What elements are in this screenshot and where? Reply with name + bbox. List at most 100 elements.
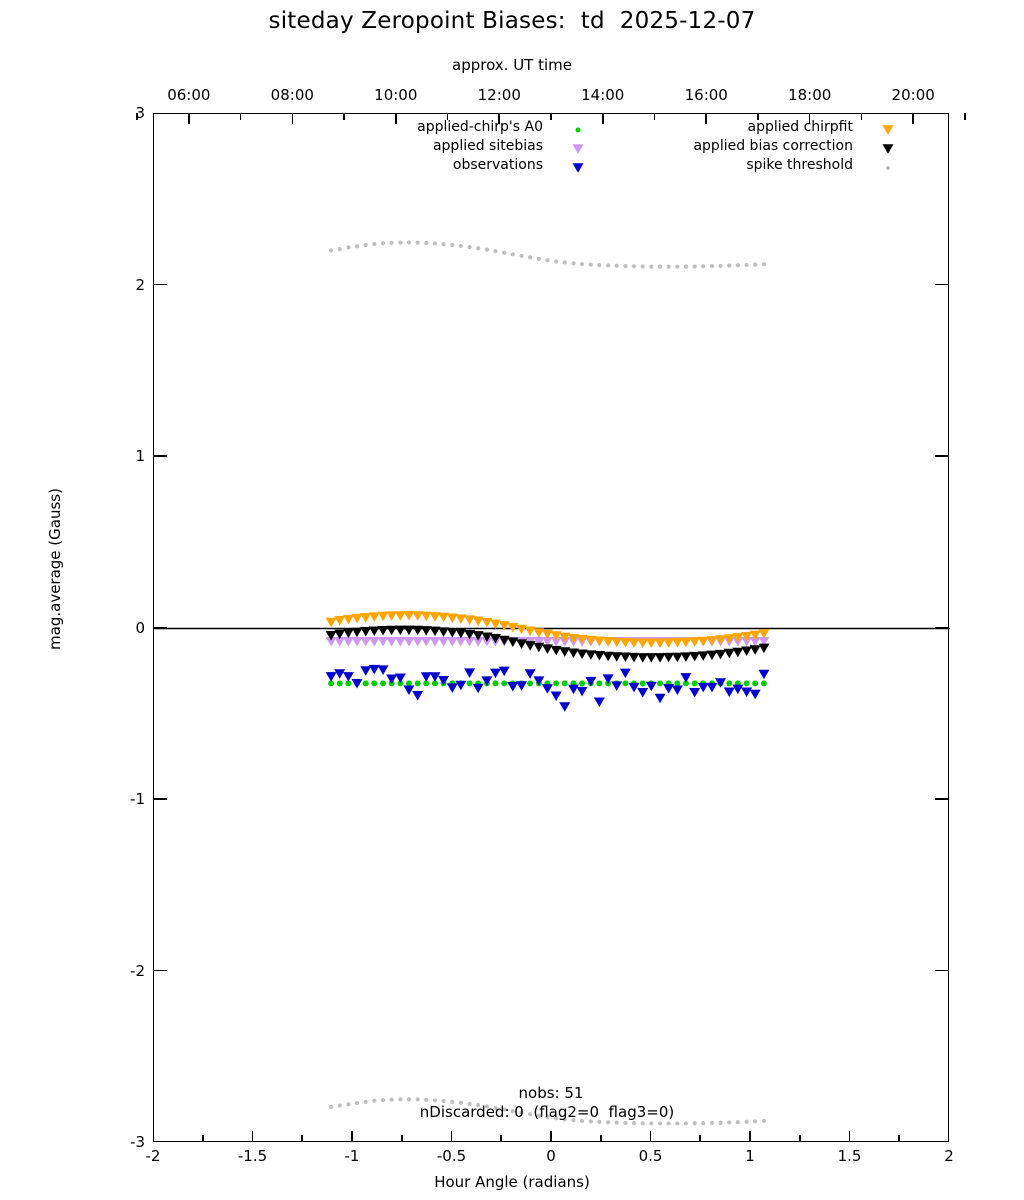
data-point bbox=[697, 636, 709, 647]
data-point bbox=[709, 1120, 715, 1126]
legend-item[interactable]: applied bias correction bbox=[553, 137, 913, 156]
y-tick-label: -3 bbox=[130, 1133, 145, 1151]
data-point bbox=[541, 636, 553, 647]
data-point bbox=[455, 636, 467, 647]
data-point bbox=[683, 1121, 689, 1126]
x-tick-label: 1 bbox=[745, 1147, 755, 1165]
x-tick-label: -1 bbox=[344, 1147, 360, 1165]
legend-item[interactable]: applied-chirp's A0 bbox=[243, 118, 603, 137]
chart-annotation: nDiscarded: 0 (flag2=0 flag3=0) bbox=[419, 1102, 675, 1121]
data-point bbox=[727, 1120, 732, 1125]
legend-item-marker bbox=[571, 140, 585, 154]
data-point bbox=[429, 636, 441, 647]
legend-item-label: applied sitebias bbox=[432, 138, 543, 154]
data-point bbox=[602, 674, 614, 684]
data-point bbox=[749, 636, 761, 647]
legend-item[interactable]: applied sitebias bbox=[243, 137, 603, 156]
y-axis-label: mag.average (Gauss) bbox=[46, 488, 64, 650]
data-point bbox=[606, 263, 611, 268]
data-point bbox=[351, 636, 363, 647]
legend-item[interactable]: observations bbox=[243, 156, 603, 175]
triangle-down-icon bbox=[572, 144, 584, 154]
data-point bbox=[446, 636, 458, 647]
data-point bbox=[674, 680, 681, 687]
legend-item-marker bbox=[881, 121, 895, 135]
data-point bbox=[398, 1097, 403, 1102]
data-point bbox=[524, 669, 536, 679]
plot-frame bbox=[153, 113, 950, 1142]
data-point bbox=[585, 676, 597, 687]
ut-tick-label: 20:00 bbox=[891, 86, 935, 104]
ut-tick-label: 06:00 bbox=[167, 86, 211, 104]
data-point bbox=[507, 622, 519, 633]
data-point bbox=[464, 668, 476, 678]
data-point bbox=[654, 653, 666, 663]
legend-item[interactable]: applied chirpfit bbox=[553, 118, 913, 137]
data-point bbox=[663, 638, 675, 648]
data-point bbox=[579, 261, 585, 267]
data-point bbox=[559, 702, 571, 712]
data-point bbox=[519, 253, 524, 258]
data-point bbox=[493, 1105, 498, 1111]
data-point bbox=[680, 673, 692, 683]
ut-tick-label: 16:00 bbox=[684, 86, 728, 104]
ut-tick-label: 14:00 bbox=[581, 86, 625, 104]
data-point bbox=[325, 636, 337, 647]
ut-tick-mark bbox=[601, 113, 604, 124]
data-point bbox=[389, 240, 394, 245]
data-point bbox=[550, 645, 562, 656]
data-point bbox=[593, 636, 605, 646]
data-point bbox=[464, 636, 476, 647]
data-point bbox=[571, 261, 576, 266]
data-point bbox=[614, 263, 619, 268]
data-point bbox=[412, 690, 424, 701]
data-point bbox=[403, 636, 415, 647]
data-point bbox=[386, 611, 398, 621]
data-point bbox=[394, 636, 406, 647]
ut-minor-tick-mark bbox=[757, 113, 759, 120]
data-point bbox=[663, 652, 675, 663]
data-point bbox=[466, 680, 473, 687]
data-point bbox=[489, 668, 501, 679]
data-point bbox=[342, 628, 354, 639]
triangle-down-icon bbox=[572, 163, 584, 173]
legend-item[interactable]: spike threshold bbox=[553, 156, 913, 175]
data-point bbox=[649, 1121, 654, 1126]
data-point bbox=[415, 1097, 420, 1102]
data-point bbox=[328, 680, 335, 687]
legend-marker-icon bbox=[886, 166, 890, 170]
data-point bbox=[458, 1100, 463, 1105]
series-spike-threshold-lower bbox=[329, 1097, 767, 1126]
data-point bbox=[502, 1107, 507, 1112]
data-point bbox=[758, 669, 770, 680]
data-point bbox=[368, 636, 380, 647]
data-point bbox=[527, 680, 534, 687]
data-point bbox=[431, 680, 438, 687]
data-point bbox=[602, 637, 614, 647]
y-tick-mark-right bbox=[935, 283, 949, 286]
legend-item-label: applied chirpfit bbox=[747, 119, 854, 135]
data-point bbox=[701, 1121, 706, 1126]
circle-icon bbox=[886, 166, 890, 170]
series-applied-chirpfit bbox=[325, 611, 770, 648]
legend-marker-icon bbox=[575, 127, 581, 133]
legend-item-marker bbox=[881, 159, 895, 172]
data-point bbox=[481, 617, 493, 628]
data-point bbox=[441, 242, 446, 247]
data-point bbox=[516, 624, 528, 635]
data-point bbox=[342, 614, 354, 625]
data-point bbox=[351, 678, 363, 689]
legend-item-marker bbox=[571, 159, 585, 173]
chart-legend: applied-chirp's A0 applied sitebias observ… bbox=[153, 118, 949, 188]
ut-minor-tick-mark bbox=[446, 113, 449, 120]
data-point bbox=[507, 637, 519, 647]
data-point bbox=[567, 648, 579, 658]
data-point bbox=[377, 625, 389, 636]
legend-item-marker bbox=[571, 121, 585, 134]
data-point bbox=[692, 264, 697, 269]
data-point bbox=[628, 652, 640, 663]
data-point bbox=[579, 680, 586, 687]
data-point bbox=[403, 625, 415, 636]
data-point bbox=[761, 261, 767, 267]
data-point bbox=[741, 646, 753, 657]
